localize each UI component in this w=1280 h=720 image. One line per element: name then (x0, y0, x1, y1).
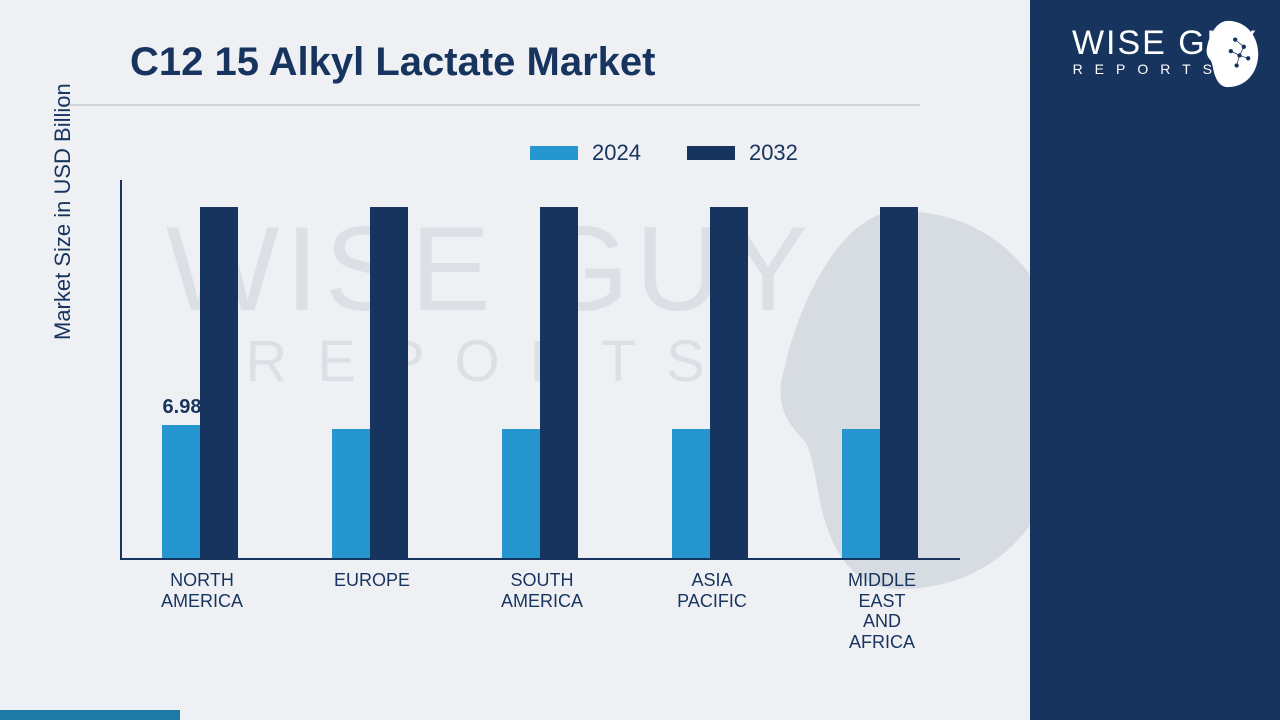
right-band (1030, 0, 1280, 720)
x-axis-label: NORTHAMERICA (132, 570, 272, 611)
bar-2024 (842, 429, 880, 558)
legend-label-2032: 2032 (749, 140, 798, 166)
x-axis-label: SOUTHAMERICA (472, 570, 612, 611)
legend-item-2032: 2032 (687, 140, 798, 166)
bar-2024 (162, 425, 200, 558)
brand-logo: WISE GUY REPORTS (1008, 24, 1258, 77)
x-axis-label: MIDDLEEASTANDAFRICA (812, 570, 952, 653)
legend: 2024 2032 (530, 140, 798, 166)
legend-swatch-2032 (687, 146, 735, 160)
bar-2032 (710, 207, 748, 559)
plot-area: 6.98NORTHAMERICAEUROPESOUTHAMERICAASIAPA… (120, 180, 960, 560)
title-underline (60, 104, 920, 106)
bar-2032 (370, 207, 408, 559)
x-axis-label: EUROPE (302, 570, 442, 591)
x-axis-label: ASIAPACIFIC (642, 570, 782, 611)
logo-head-icon (1192, 18, 1264, 90)
bar-chart: Market Size in USD Billion 2024 2032 6.9… (60, 140, 960, 610)
bar-2032 (880, 207, 918, 559)
bar-2032 (200, 207, 238, 559)
chart-title: C12 15 Alkyl Lactate Market (130, 40, 655, 85)
bottom-accent-bar (0, 710, 180, 720)
legend-item-2024: 2024 (530, 140, 641, 166)
legend-swatch-2024 (530, 146, 578, 160)
y-axis-label: Market Size in USD Billion (50, 83, 76, 340)
bar-2024 (672, 429, 710, 558)
bar-2024 (502, 429, 540, 558)
page: WISE GUY REPORTS C12 15 Alkyl Lactate Ma… (0, 0, 1280, 720)
bar-2032 (540, 207, 578, 559)
legend-label-2024: 2024 (592, 140, 641, 166)
bar-value-label: 6.98 (154, 396, 210, 419)
bar-2024 (332, 429, 370, 558)
